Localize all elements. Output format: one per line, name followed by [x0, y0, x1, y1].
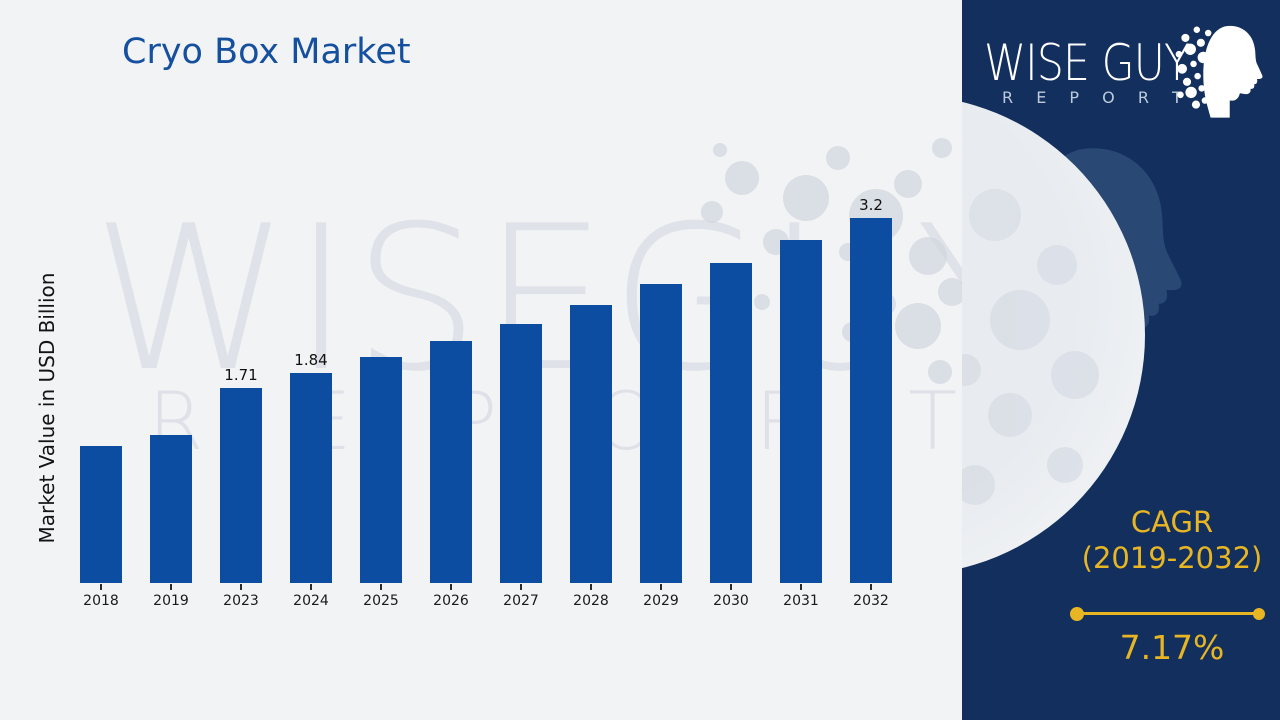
x-axis-label-2019: 2019	[153, 593, 189, 609]
x-axis-tick	[380, 584, 382, 590]
cagr-block: CAGR (2019-2032)	[1072, 505, 1272, 577]
x-axis-tick	[170, 584, 172, 590]
x-axis-label-2026: 2026	[433, 593, 469, 609]
x-axis-tick	[870, 584, 872, 590]
bar-2029	[640, 284, 682, 583]
bar-2018	[80, 446, 122, 583]
chart-title: Cryo Box Market	[122, 32, 411, 72]
bar-value-label-2024: 1.84	[294, 351, 328, 369]
bar-2025	[360, 357, 402, 583]
chart-area: WISEGUY R E P O R T S Cryo Box Market Ma…	[35, 32, 962, 609]
logo-subtext: R E P O R T S	[1002, 88, 1225, 107]
cagr-label: CAGR	[1130, 505, 1214, 539]
x-axis-label-2028: 2028	[573, 593, 609, 609]
x-axis-tick	[100, 584, 102, 590]
bar-2019	[150, 435, 192, 583]
bar-2028	[570, 305, 612, 583]
x-axis-tick	[450, 584, 452, 590]
bar-value-label-2032: 3.2	[859, 196, 883, 214]
x-axis-tick	[590, 584, 592, 590]
logo-wordmark: WISE GUY	[984, 34, 1190, 92]
wise-guy-reports-logo: WISE GUY R E P O R T S	[962, 0, 1280, 150]
bar-2026	[430, 341, 472, 583]
logo-head-icon	[1175, 25, 1263, 118]
x-axis-label-2032: 2032	[853, 593, 889, 609]
decorative-circle	[962, 95, 1145, 575]
x-axis-tick	[730, 584, 732, 590]
watermark-reports: R E P O R T S	[148, 375, 962, 468]
bar-2023	[220, 388, 262, 583]
x-axis-label-2024: 2024	[293, 593, 329, 609]
accent-divider	[1070, 606, 1265, 622]
bar-2032	[850, 218, 892, 583]
circle-inner-texture	[962, 189, 1099, 505]
divider-dot-right	[1253, 608, 1265, 620]
cagr-value: 7.17%	[1119, 628, 1225, 667]
x-axis-label-2023: 2023	[223, 593, 259, 609]
x-axis-tick	[240, 584, 242, 590]
bar-value-label-2023: 1.71	[224, 366, 258, 384]
brand-sidebar: WISE GUY R E P O R T S CAGR (2019-2	[962, 0, 1280, 720]
x-axis-label-2029: 2029	[643, 593, 679, 609]
bar-2024	[290, 373, 332, 583]
x-axis-tick	[310, 584, 312, 590]
divider-line	[1078, 612, 1257, 615]
bar-2030	[710, 263, 752, 583]
x-axis-tick	[660, 584, 662, 590]
bar-2031	[780, 240, 822, 583]
x-axis-label-2031: 2031	[783, 593, 819, 609]
x-axis-tick	[520, 584, 522, 590]
x-axis-label-2025: 2025	[363, 593, 399, 609]
x-axis-label-2018: 2018	[83, 593, 119, 609]
x-axis-label-2030: 2030	[713, 593, 749, 609]
x-axis-label-2027: 2027	[503, 593, 539, 609]
cagr-range: (2019-2032)	[1081, 540, 1263, 575]
x-axis-tick	[800, 584, 802, 590]
bar-2027	[500, 324, 542, 583]
bar-series: 2018 2019 2023 1.71 2024 1.84 2025 2026 2027 2028…	[80, 196, 892, 609]
divider-dot-left	[1070, 607, 1084, 621]
